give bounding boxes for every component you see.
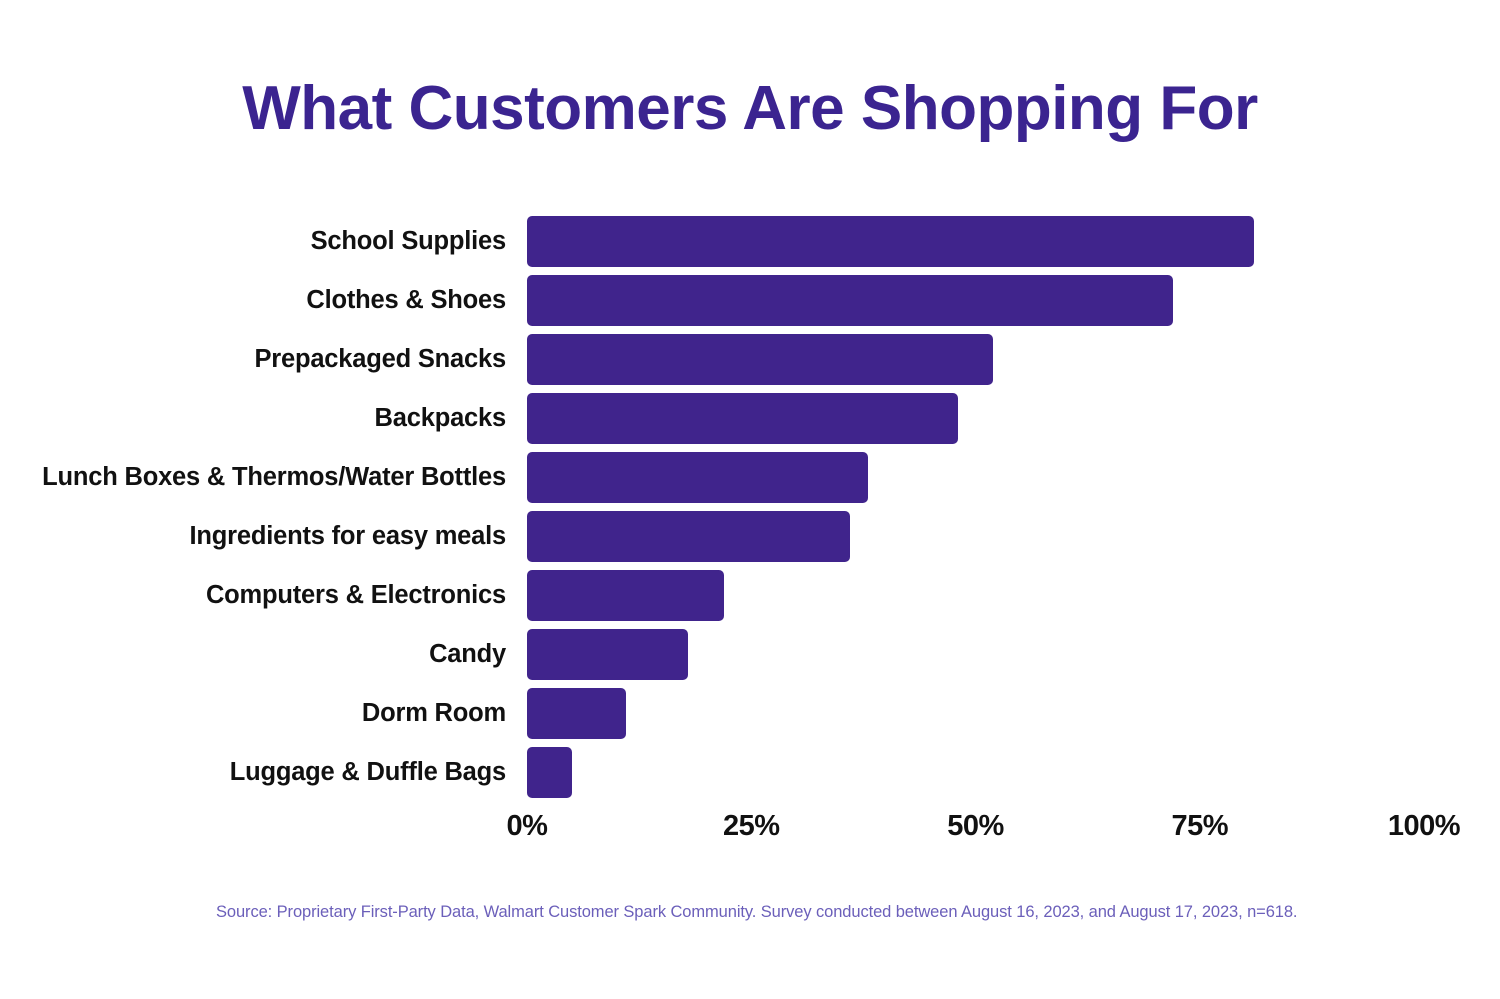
bar [527,216,1254,267]
bar-track [527,334,1424,385]
bar-row: Candy [429,629,1424,680]
bar [527,452,868,503]
x-axis-tick-label: 0% [506,810,548,842]
plot-area: School Supplies Clothes & Shoes Prepackage… [42,216,1424,798]
bar-category-label: School Supplies [310,227,507,255]
bar-category-label: Clothes & Shoes [306,286,506,314]
bar-row: Luggage & Duffle Bags [230,747,1424,798]
bar-row: Prepackaged Snacks [254,334,1424,385]
bar [527,688,626,739]
bar-row: Lunch Boxes & Thermos/Water Bottles [42,452,1424,503]
bar-category-label: Luggage & Duffle Bags [229,758,507,786]
bar-row: Dorm Room [362,688,1424,739]
bar [527,747,572,798]
x-axis-tick-label: 100% [1387,810,1461,842]
bar [527,334,994,385]
x-axis-tick-label: 75% [1171,810,1229,842]
bar-category-label: Dorm Room [361,699,506,727]
bar [527,393,958,444]
bar-category-label: Lunch Boxes & Thermos/Water Bottles [42,463,506,491]
bar-track [527,747,1424,798]
bar-track [527,570,1424,621]
bar-row: Ingredients for easy meals [189,511,1424,562]
bar [527,629,689,680]
bar-track [527,629,1424,680]
bar-track [527,688,1424,739]
x-axis-tick-label: 25% [722,810,780,842]
source-note: Source: Proprietary First-Party Data, Wa… [216,903,1298,921]
bar [527,570,725,621]
bar-category-label: Prepackaged Snacks [254,345,506,373]
bar-track [527,511,1424,562]
bar-track [527,452,1424,503]
x-axis: 0% 25% 50% 75% 100% [507,810,1461,850]
bar-row: School Supplies [311,216,1424,267]
bar-category-label: Ingredients for easy meals [189,522,506,550]
bar-category-label: Backpacks [374,404,507,432]
x-axis-tick-label: 50% [947,810,1004,842]
bar-category-label: Computers & Electronics [205,581,506,609]
chart-title: What Customers Are Shopping For [242,74,1258,143]
bar-track [527,275,1424,326]
bar-row: Computers & Electronics [206,570,1424,621]
bar-track [527,393,1424,444]
bar-row: Backpacks [375,393,1424,444]
bar [527,275,1173,326]
bar-category-label: Candy [429,640,506,668]
bar [527,511,850,562]
bar-track [527,216,1424,267]
bar-row: Clothes & Shoes [306,275,1424,326]
